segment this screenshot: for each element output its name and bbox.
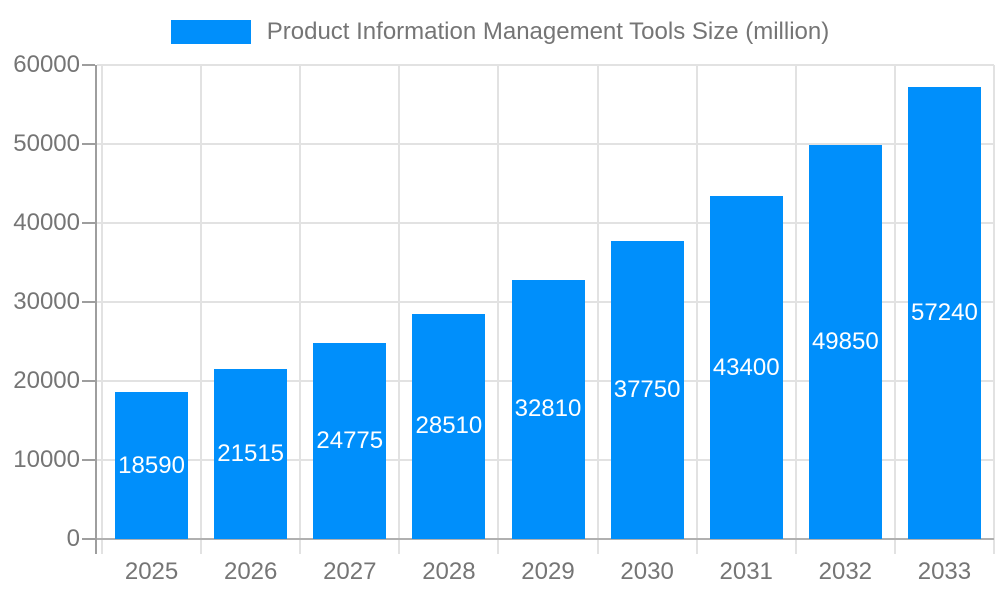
x-tick-label: 2028: [422, 558, 476, 585]
bar-value-label: 57240: [911, 298, 978, 326]
bar-2028[interactable]: [412, 313, 486, 539]
bar-value-label: 21515: [217, 440, 285, 468]
bar-2032[interactable]: [808, 145, 882, 539]
bar-2025[interactable]: [115, 392, 189, 539]
x-tick-label: 2027: [323, 558, 377, 585]
x-tick-mark: [299, 539, 302, 554]
x-tick-mark: [893, 539, 896, 554]
bar-value-label: 49850: [811, 328, 879, 356]
x-tick-label: 2026: [223, 558, 278, 585]
y-tick-mark: [82, 380, 95, 382]
x-tick-mark: [497, 539, 500, 554]
bar-value-label: 24775: [316, 427, 384, 455]
y-tick-label: 40000: [13, 209, 80, 236]
gridline-v: [993, 65, 995, 539]
x-tick-mark: [200, 539, 203, 554]
x-tick-mark: [596, 539, 599, 554]
bar-value-label: 37750: [613, 375, 681, 403]
y-tick-label: 10000: [13, 446, 80, 473]
y-tick-label: 20000: [13, 367, 80, 394]
x-tick-mark: [993, 539, 995, 554]
y-tick-mark: [82, 222, 95, 224]
y-tick-mark: [82, 538, 95, 540]
x-tick-label: 2029: [521, 558, 575, 585]
bar-2029[interactable]: [511, 279, 585, 539]
bar-value-label: 18590: [118, 451, 185, 479]
x-tick-label: 2025: [124, 558, 179, 585]
gridline-h: [97, 64, 994, 66]
x-tick-label: 2033: [917, 558, 972, 585]
y-tick-label: 60000: [13, 51, 80, 78]
gridline-h: [97, 222, 994, 224]
y-tick-mark: [82, 459, 95, 461]
gridline-h: [97, 143, 994, 145]
y-axis-line: [95, 65, 97, 554]
bar-2030[interactable]: [610, 240, 684, 539]
y-tick-label: 0: [66, 525, 80, 552]
legend-label: Product Information Management Tools Siz…: [266, 18, 830, 45]
y-tick-mark: [82, 143, 95, 145]
bar-value-label: 43400: [712, 353, 780, 381]
gridline-h: [97, 538, 994, 540]
bar-2033[interactable]: [907, 86, 981, 539]
x-tick-label: 2031: [719, 558, 773, 585]
bar-2027[interactable]: [313, 343, 387, 539]
x-tick-mark: [695, 539, 698, 554]
y-tick-mark: [82, 64, 95, 66]
bar-2026[interactable]: [214, 369, 288, 539]
x-tick-mark: [101, 539, 103, 554]
x-tick-label: 2030: [620, 558, 674, 585]
bar-value-label: 28510: [415, 412, 483, 440]
x-tick-mark: [794, 539, 797, 554]
x-tick-label: 2032: [818, 558, 873, 585]
legend-swatch: [170, 20, 251, 44]
chart-legend[interactable]: Product Information Management Tools Siz…: [0, 18, 1000, 46]
y-tick-mark: [82, 301, 95, 303]
x-tick-mark: [398, 539, 401, 554]
bar-value-label: 32810: [514, 395, 582, 423]
bar-2031[interactable]: [709, 196, 783, 539]
y-tick-label: 30000: [13, 288, 80, 315]
y-tick-label: 50000: [13, 130, 80, 157]
